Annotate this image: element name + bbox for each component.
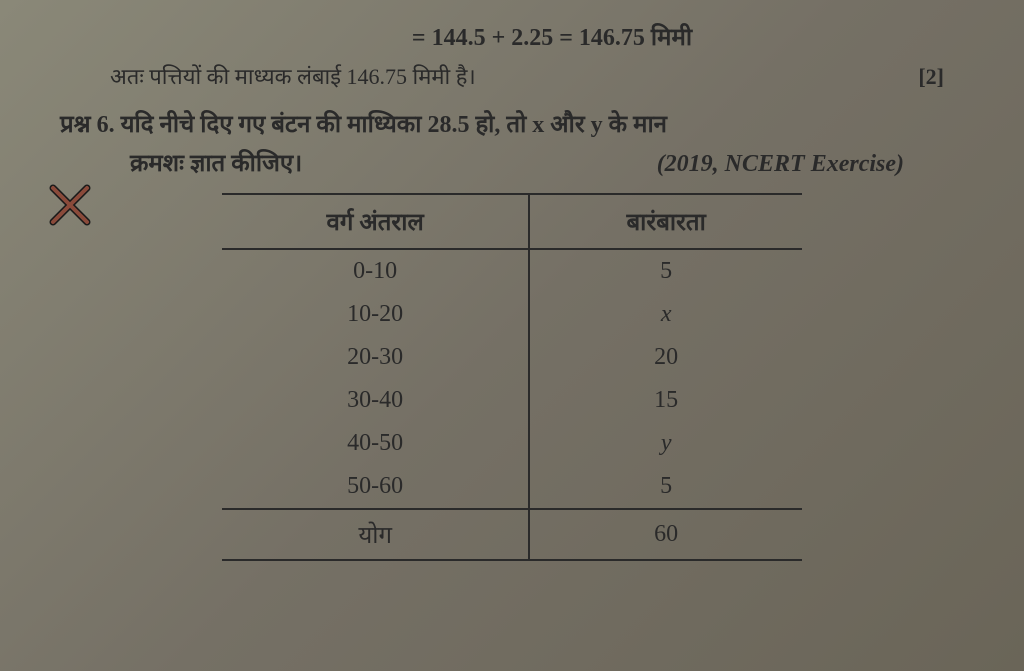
question-number: प्रश्न 6. xyxy=(60,112,115,138)
marks-label: [2] xyxy=(918,64,944,90)
question-text: यदि नीचे दिए गए बंटन की माध्यिका 28.5 हो… xyxy=(121,112,667,138)
interval-cell: 0-10 xyxy=(222,249,529,293)
freq-cell: y xyxy=(529,422,802,465)
col-header-interval: वर्ग अंतराल xyxy=(222,194,529,249)
question-sub-text: क्रमशः ज्ञात कीजिए। xyxy=(130,146,302,179)
question-line: प्रश्न 6. यदि नीचे दिए गए बंटन की माध्यि… xyxy=(60,107,964,140)
interval-cell: 30-40 xyxy=(222,379,529,422)
interval-cell: 50-60 xyxy=(222,465,529,509)
freq-cell: 5 xyxy=(529,465,802,509)
conclusion-row: अतः पत्तियों की माध्यक लंबाई 146.75 मिमी… xyxy=(60,61,964,91)
table-row: 10-20 x xyxy=(222,293,802,336)
table-total-row: योग 60 xyxy=(222,509,802,560)
table-row: 0-10 5 xyxy=(222,249,802,293)
frequency-table: वर्ग अंतराल बारंबारता 0-10 5 10-20 x 20-… xyxy=(222,193,802,561)
question-sub-row: क्रमशः ज्ञात कीजिए। (2019, NCERT Exercis… xyxy=(130,146,964,179)
table-row: 50-60 5 xyxy=(222,465,802,509)
col-header-frequency: बारंबारता xyxy=(529,194,802,249)
table-row: 40-50 y xyxy=(222,422,802,465)
calculation-line: = 144.5 + 2.25 = 146.75 मिमी xyxy=(140,20,964,53)
interval-cell: 40-50 xyxy=(222,422,529,465)
table-header-row: वर्ग अंतराल बारंबारता xyxy=(222,194,802,249)
total-value-cell: 60 xyxy=(529,509,802,560)
interval-cell: 20-30 xyxy=(222,336,529,379)
interval-cell: 10-20 xyxy=(222,293,529,336)
total-label-cell: योग xyxy=(222,509,529,560)
freq-cell: x xyxy=(529,293,802,336)
exercise-reference: (2019, NCERT Exercise) xyxy=(657,151,904,178)
table-row: 20-30 20 xyxy=(222,336,802,379)
freq-cell: 20 xyxy=(529,336,802,379)
freq-cell: 5 xyxy=(529,249,802,293)
conclusion-text: अतः पत्तियों की माध्यक लंबाई 146.75 मिमी… xyxy=(110,61,476,91)
freq-cell: 15 xyxy=(529,379,802,422)
cross-mark-icon xyxy=(45,180,95,230)
table-row: 30-40 15 xyxy=(222,379,802,422)
